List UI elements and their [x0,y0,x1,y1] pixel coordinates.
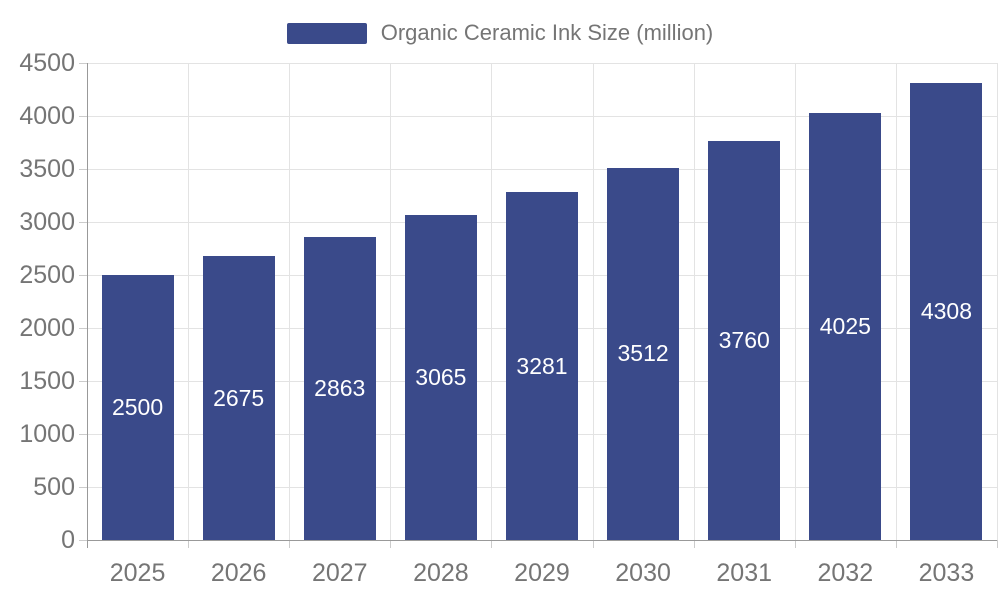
x-axis-tick [997,540,998,548]
gridline-vertical [592,63,594,540]
x-axis-label-2029: 2029 [514,559,570,587]
x-axis-tick [491,540,493,548]
x-axis-label-2027: 2027 [311,559,368,587]
x-axis-tick [289,540,291,548]
bar-2027[interactable]: 2863 [303,236,376,540]
x-axis-tick [895,540,897,548]
legend[interactable]: Organic Ceramic Ink Size (million) [0,20,1000,46]
y-axis-tick [79,328,87,329]
bar-value-label: 3512 [617,340,669,367]
gridline-horizontal [87,116,997,117]
x-axis-tick [794,540,796,548]
gridline-vertical [895,63,897,540]
bar-value-label: 3760 [718,327,770,354]
gridline-vertical [289,63,291,540]
y-axis-label: 2500 [19,260,75,289]
y-axis-label: 1500 [19,366,75,395]
x-axis-line [87,540,997,541]
legend-swatch [286,22,367,44]
y-axis-tick [79,63,87,64]
bar-2029[interactable]: 3281 [506,192,578,540]
x-axis-label-2033: 2033 [918,559,975,587]
y-axis-label: 4000 [19,101,75,130]
bar-value-label: 3065 [415,364,467,391]
gridline-horizontal [87,169,997,170]
bar-2031[interactable]: 3760 [708,141,781,540]
x-axis-label-2031: 2031 [716,559,773,587]
y-axis-tick [79,434,87,435]
bar-2025[interactable]: 2500 [101,275,174,540]
gridline-horizontal [87,63,997,64]
bar-value-label: 4308 [920,298,973,325]
y-axis-label: 1000 [19,419,75,448]
y-axis-tick [79,540,87,541]
gridline-vertical [491,63,493,540]
gridline-vertical [997,63,998,540]
y-axis-tick [79,381,87,382]
bar-2030[interactable]: 3512 [607,167,680,540]
y-axis-label: 2000 [19,313,75,342]
x-axis-label-2028: 2028 [413,559,469,587]
legend-label: Organic Ceramic Ink Size (million) [380,20,714,45]
x-axis-tick [188,540,190,548]
y-axis-line [87,63,88,548]
bar-2026[interactable]: 2675 [202,256,275,540]
bar-value-label: 2863 [314,374,366,401]
gridline-vertical [693,63,695,540]
y-axis-label: 0 [61,525,75,554]
x-axis-label-2032: 2032 [817,559,874,587]
x-axis-tick [592,540,594,548]
y-axis-tick [79,116,87,117]
x-axis-label-2026: 2026 [210,559,267,587]
gridline-vertical [390,63,392,540]
y-axis-tick [79,487,87,488]
x-axis-tick [693,540,695,548]
gridline-vertical [188,63,190,540]
x-axis-label-2025: 2025 [109,559,166,587]
y-axis-label: 4500 [19,48,75,77]
bar-value-label: 3281 [516,352,568,379]
gridline-vertical [794,63,796,540]
y-axis-tick [79,275,87,276]
bar-2032[interactable]: 4025 [809,113,882,540]
bar-value-label: 4025 [819,313,871,340]
y-axis-label: 500 [33,472,75,501]
x-axis-tick [390,540,392,548]
y-axis-label: 3500 [19,154,75,183]
bar-2028[interactable]: 3065 [404,215,477,540]
bar-value-label: 2500 [111,394,164,420]
y-axis-tick [79,222,87,223]
y-axis-tick [79,169,87,170]
y-axis-label: 3000 [19,207,75,236]
bar-2033[interactable]: 4308 [910,83,983,540]
bar-value-label: 2675 [213,384,265,411]
x-axis-label-2030: 2030 [615,559,671,587]
